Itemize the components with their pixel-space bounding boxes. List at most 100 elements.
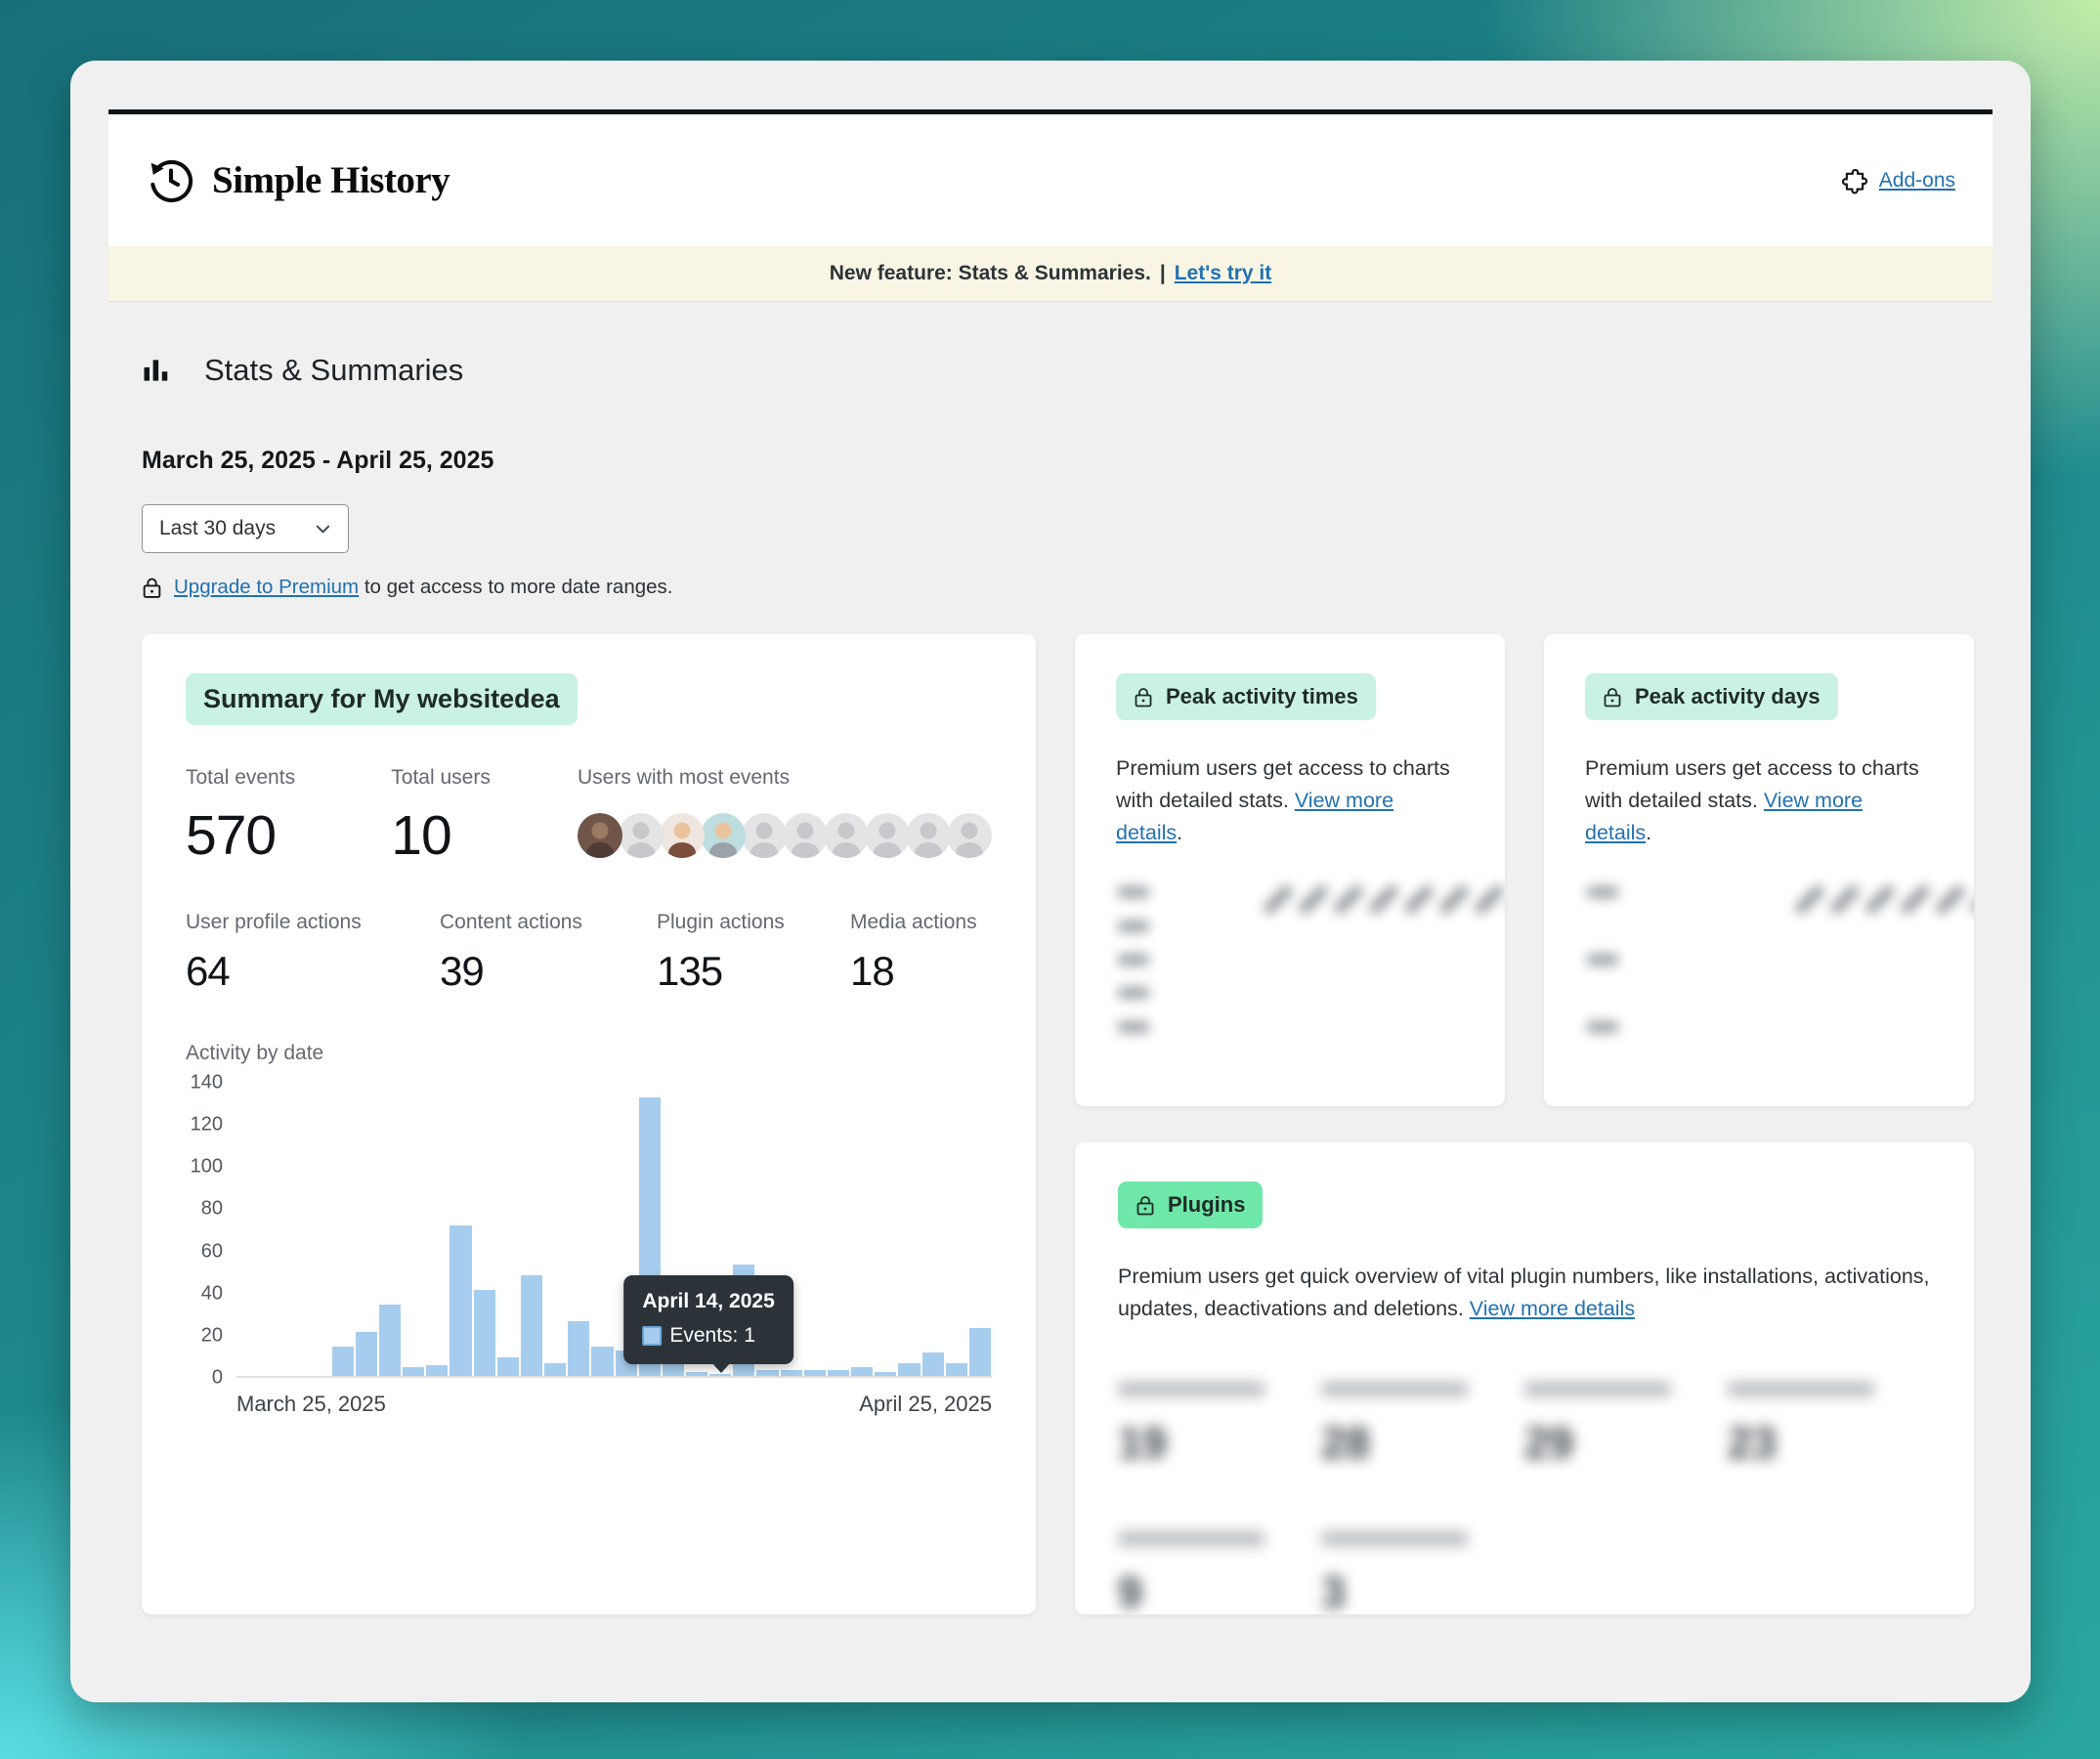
activity-bar[interactable]	[591, 1347, 614, 1376]
view-more-details-link[interactable]: View more details	[1585, 789, 1864, 844]
upgrade-premium-link[interactable]: Upgrade to Premium	[174, 576, 360, 598]
activity-bar[interactable]	[378, 1305, 402, 1376]
avatar-cartoon-teal	[701, 813, 746, 858]
tooltip-caret	[711, 1362, 732, 1373]
tooltip-value: Events: 1	[669, 1324, 755, 1347]
activity-bar[interactable]	[756, 1369, 779, 1376]
avatar-placeholder	[906, 813, 951, 858]
activity-bar[interactable]	[450, 1224, 472, 1376]
plugins-card: Plugins Premium users get quick overview…	[1075, 1142, 1974, 1614]
activity-bar[interactable]	[568, 1321, 590, 1376]
activity-bar[interactable]	[898, 1363, 921, 1376]
activity-chart-label: Activity by date	[186, 1042, 324, 1064]
date-range-select-value: Last 30 days	[159, 517, 277, 539]
plugin-stat: 9	[1118, 1531, 1321, 1614]
avatar-photo	[578, 813, 622, 858]
y-axis-tick: 140	[190, 1071, 223, 1094]
x-axis-start-label: March 25, 2025	[236, 1392, 386, 1416]
view-more-details-link[interactable]: View more details	[1469, 1297, 1636, 1320]
y-axis-tick: 20	[200, 1324, 223, 1347]
peak-days-badge: Peak activity days	[1585, 673, 1838, 720]
plugin-stat: 29	[1524, 1382, 1728, 1469]
app-container: Simple History Add-ons New feature: Stat…	[70, 61, 2031, 1702]
plugin-stats-blurred: 19 28 29 23 9 3	[1118, 1382, 1931, 1614]
plugin-stat: 3	[1321, 1531, 1524, 1614]
x-axis-end-label: April 25, 2025	[859, 1392, 992, 1416]
activity-bar[interactable]	[875, 1371, 897, 1376]
top-metrics: Total events 570 Total users 10 Users wi…	[186, 766, 992, 868]
avatar-placeholder	[742, 813, 787, 858]
summary-badge-label: Summary for My websitedea	[203, 684, 560, 713]
activity-bar[interactable]	[945, 1363, 967, 1376]
activity-bar[interactable]	[827, 1369, 850, 1376]
activity-bar[interactable]	[709, 1373, 732, 1376]
activity-chart-plot: April 14, 2025 Events: 1	[236, 1083, 992, 1378]
avatar-placeholder	[865, 813, 910, 858]
date-range-select[interactable]: Last 30 days	[142, 504, 349, 553]
avatar-placeholder	[824, 813, 869, 858]
metric-top-users: Users with most events	[578, 766, 992, 868]
avatar-placeholder	[783, 813, 828, 858]
peak-days-chart-blurred	[1585, 879, 1974, 1043]
chart-tooltip: April 14, 2025 Events: 1	[623, 1275, 889, 1373]
activity-bar[interactable]	[685, 1371, 708, 1376]
avatar-placeholder	[947, 813, 992, 858]
activity-bar[interactable]	[544, 1363, 567, 1376]
upgrade-text: Upgrade to Premium to get access to more…	[174, 576, 673, 598]
peak-times-badge: Peak activity times	[1116, 673, 1376, 720]
metric-content-actions: Content actions 39	[440, 911, 582, 994]
date-range-heading: March 25, 2025 - April 25, 2025	[142, 447, 494, 474]
plugins-description: Premium users get quick overview of vita…	[1118, 1265, 1930, 1320]
notice-separator: |	[1159, 262, 1166, 284]
lock-icon	[1136, 1195, 1154, 1215]
activity-bar[interactable]	[331, 1347, 354, 1376]
notice-message: New feature: Stats & Summaries.	[829, 262, 1151, 284]
new-feature-notice: New feature: Stats & Summaries. | Let's …	[108, 246, 1993, 302]
main-content: Stats & Summaries March 25, 2025 - April…	[70, 302, 2031, 1614]
y-axis-tick: 0	[211, 1366, 223, 1389]
addons-label: Add-ons	[1878, 168, 1955, 192]
page-title: Stats & Summaries	[204, 353, 464, 387]
activity-bar[interactable]	[780, 1369, 802, 1376]
activity-bar[interactable]	[520, 1275, 543, 1376]
activity-bar[interactable]	[403, 1367, 425, 1376]
puzzle-icon	[1841, 168, 1867, 193]
metric-total-events: Total events 570	[186, 766, 296, 867]
y-axis: 0 20 40 60 80 100 120 140	[186, 1072, 236, 1389]
activity-chart: 0 20 40 60 80 100 120 140 April 14, 2025 Events…	[186, 1072, 992, 1389]
plugins-badge: Plugins	[1118, 1181, 1264, 1228]
x-axis-labels: March 25, 2025 April 25, 2025	[236, 1392, 992, 1417]
tooltip-date: April 14, 2025	[642, 1290, 775, 1312]
avatar-cartoon-light	[660, 813, 705, 858]
activity-bar[interactable]	[921, 1352, 944, 1376]
activity-bar[interactable]	[355, 1332, 377, 1376]
metric-user-profile-actions: User profile actions 64	[186, 911, 362, 994]
activity-bar[interactable]	[851, 1367, 874, 1376]
activity-bar[interactable]	[968, 1327, 991, 1376]
activity-bar[interactable]	[803, 1369, 826, 1376]
peak-activity-times-card: Peak activity times Premium users get ac…	[1075, 634, 1505, 1106]
view-more-details-link[interactable]: View more details	[1116, 789, 1394, 844]
tooltip-series-swatch	[642, 1326, 663, 1346]
history-clock-icon	[150, 159, 193, 202]
plugin-stat: 28	[1321, 1382, 1524, 1469]
activity-bar[interactable]	[426, 1365, 449, 1376]
app-title: Simple History	[212, 159, 450, 201]
avatar-placeholder	[619, 813, 664, 858]
activity-bar[interactable]	[473, 1290, 495, 1376]
action-metrics: User profile actions 64 Content actions 3…	[186, 911, 992, 995]
y-axis-tick: 100	[190, 1155, 223, 1178]
y-axis-tick: 120	[190, 1113, 223, 1136]
peak-days-description: Premium users get access to charts with …	[1585, 756, 1919, 844]
y-axis-tick: 80	[200, 1197, 223, 1220]
metric-plugin-actions: Plugin actions 135	[657, 911, 785, 994]
peak-activity-days-card: Peak activity days Premium users get acc…	[1544, 634, 1974, 1106]
peak-times-description: Premium users get access to charts with …	[1116, 756, 1450, 844]
y-axis-tick: 40	[200, 1282, 223, 1305]
lets-try-it-link[interactable]: Let's try it	[1174, 262, 1272, 284]
addons-link[interactable]: Add-ons	[1840, 166, 1955, 195]
chevron-down-icon	[316, 525, 330, 533]
activity-bar[interactable]	[496, 1356, 519, 1376]
lock-icon	[1135, 687, 1152, 707]
bar-chart-icon	[144, 360, 168, 381]
